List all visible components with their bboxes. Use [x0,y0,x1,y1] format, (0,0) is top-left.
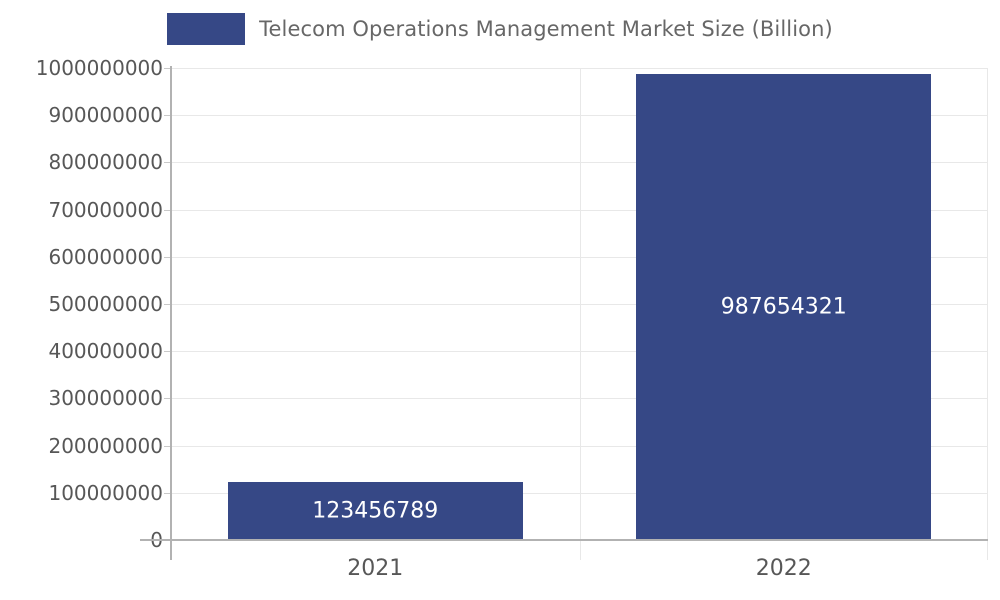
y-axis-tick-mark [164,256,172,258]
y-axis-tick-labels: 0 100000000 200000000 300000000 400000000 500… [0,0,172,600]
y-axis-tick-label: 100000000 [48,480,163,505]
bar-2022[interactable]: 987654321 [636,73,932,540]
y-axis-tick-mark [164,209,172,211]
chart-legend: Telecom Operations Management Market Siz… [0,0,1000,58]
y-axis-tick-label: 0 [3,528,163,552]
y-axis-tick-mark [164,304,172,305]
y-axis-tick-label: 900000000 [48,103,163,128]
gridline-vertical [579,68,581,560]
y-axis-line [170,66,172,560]
x-axis-tick-label: 2021 [347,556,404,581]
y-axis-tick-label: 500000000 [48,292,163,316]
y-axis-tick-mark [164,351,172,353]
x-axis-line [140,539,988,541]
plot-area: 123456789 987654321 [171,68,988,560]
y-axis-tick-label: 700000000 [48,197,163,222]
bar-value-label: 123456789 [312,498,439,524]
y-axis-tick-mark [164,398,172,400]
bar-2021[interactable]: 123456789 [227,481,523,540]
y-axis-tick-mark [164,162,172,164]
y-axis-tick-label: 400000000 [48,339,163,364]
y-axis-tick-mark [164,445,172,447]
y-axis-tick-label: 300000000 [48,386,163,411]
y-axis-tick-mark [164,115,172,117]
y-axis-tick-mark [164,492,172,494]
y-axis-tick-label: 600000000 [48,244,163,269]
y-axis-tick-label: 1000000000 [35,56,163,80]
legend-label: Telecom Operations Management Market Siz… [259,17,833,41]
bar-value-label: 987654321 [720,294,847,320]
legend-color-swatch [167,13,246,45]
gridline-vertical [987,68,988,560]
x-axis-tick-label: 2022 [755,556,812,581]
y-axis-tick-label: 200000000 [48,433,163,458]
y-axis-tick-label: 800000000 [48,150,163,175]
y-axis-tick-mark [164,68,172,69]
